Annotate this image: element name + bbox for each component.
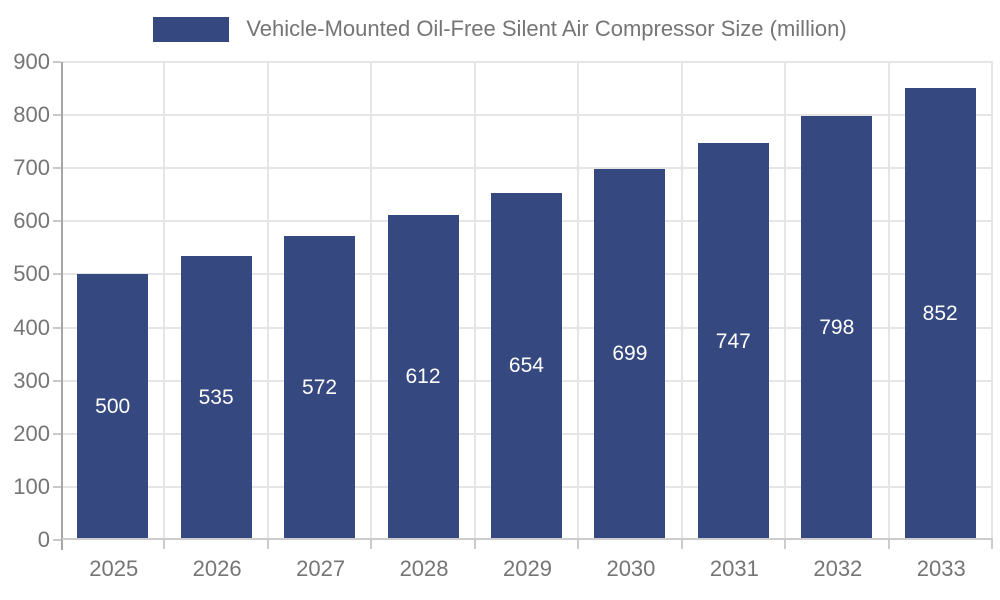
x-tick-3	[370, 540, 373, 549]
legend-label: Vehicle-Mounted Oil-Free Silent Air Comp…	[246, 16, 847, 41]
bar-2029: 654	[490, 192, 562, 540]
x-axis-label-2026: 2026	[192, 556, 242, 581]
bar-2030: 699	[594, 168, 666, 540]
y-axis-label-200: 200	[13, 420, 50, 446]
legend: Vehicle-Mounted Oil-Free Silent Air Comp…	[0, 14, 1000, 44]
y-axis-label-400: 400	[13, 314, 50, 340]
bar-value-label: 699	[612, 342, 648, 366]
category-cell-2026: 535	[165, 62, 269, 540]
category-cell-2029: 654	[476, 62, 580, 540]
category-cell-2032: 798	[786, 62, 890, 540]
category-cell-2031: 747	[683, 62, 787, 540]
x-tick-7	[784, 540, 787, 549]
gridline-700	[62, 167, 993, 170]
bar-value-label: 798	[819, 316, 855, 340]
category-cell-2027: 572	[269, 62, 373, 540]
x-axis-label-2032: 2032	[813, 556, 863, 581]
y-axis-label-700: 700	[13, 155, 50, 181]
x-axis-label-2033: 2033	[916, 556, 966, 581]
bar-value-label: 612	[405, 365, 441, 389]
category-cell-2030: 699	[579, 62, 683, 540]
y-tick-700	[53, 167, 61, 170]
x-tick-4	[473, 540, 476, 549]
category-cell-2025: 500	[62, 62, 166, 540]
y-axis-label-500: 500	[13, 261, 50, 287]
gridline-800	[62, 114, 993, 117]
bar-value-label: 747	[715, 329, 751, 353]
bar-2025: 500	[77, 274, 149, 540]
y-axis-label-900: 900	[13, 49, 50, 74]
y-tick-800	[53, 114, 61, 117]
y-axis-label-300: 300	[13, 367, 50, 393]
x-tick-8	[887, 540, 890, 549]
y-axis-line	[61, 62, 63, 550]
x-tick-2	[266, 540, 269, 549]
x-axis-label-2029: 2029	[503, 556, 552, 581]
x-axis-label-2027: 2027	[296, 556, 346, 581]
bar-value-label: 535	[198, 385, 234, 409]
bar-value-label: 654	[508, 354, 544, 378]
legend-swatch	[153, 16, 230, 42]
bar-value-label: 500	[95, 395, 131, 419]
y-axis-label-0: 0	[37, 527, 50, 552]
bar-2027: 572	[284, 236, 356, 540]
x-tick-5	[577, 540, 580, 549]
y-tick-600	[53, 220, 61, 223]
x-axis-label-2025: 2025	[89, 556, 139, 581]
bar-2033: 852	[904, 87, 976, 540]
y-tick-300	[53, 379, 61, 382]
category-cell-2028: 612	[372, 62, 476, 540]
y-tick-500	[53, 273, 61, 276]
gridline-900	[62, 61, 993, 63]
x-axis-label-2030: 2030	[606, 556, 656, 581]
y-tick-400	[53, 326, 61, 329]
y-tick-0	[53, 539, 61, 541]
plot-area: 500 535 572 612 654 699 747 798 852	[62, 61, 993, 540]
x-tick-6	[680, 540, 683, 549]
x-axis-label-2028: 2028	[399, 556, 449, 581]
x-axis-label-2031: 2031	[709, 556, 759, 581]
x-tick-1	[163, 540, 166, 549]
y-axis-label-100: 100	[13, 473, 50, 499]
bar-2032: 798	[801, 116, 873, 540]
bars-container: 500 535 572 612 654 699 747 798 852	[62, 62, 993, 540]
y-axis-label-800: 800	[13, 102, 50, 128]
x-tick-9	[991, 540, 993, 549]
bar-value-label: 572	[302, 376, 338, 400]
y-axis-label-600: 600	[13, 208, 50, 234]
bar-2026: 535	[180, 255, 252, 540]
category-cell-2033: 852	[890, 62, 993, 540]
y-tick-200	[53, 432, 61, 435]
x-axis-line	[62, 538, 993, 540]
y-tick-900	[53, 61, 61, 63]
y-tick-100	[53, 485, 61, 488]
bar-value-label: 852	[922, 301, 958, 325]
bar-2031: 747	[697, 143, 769, 540]
bar-2028: 612	[387, 214, 459, 540]
